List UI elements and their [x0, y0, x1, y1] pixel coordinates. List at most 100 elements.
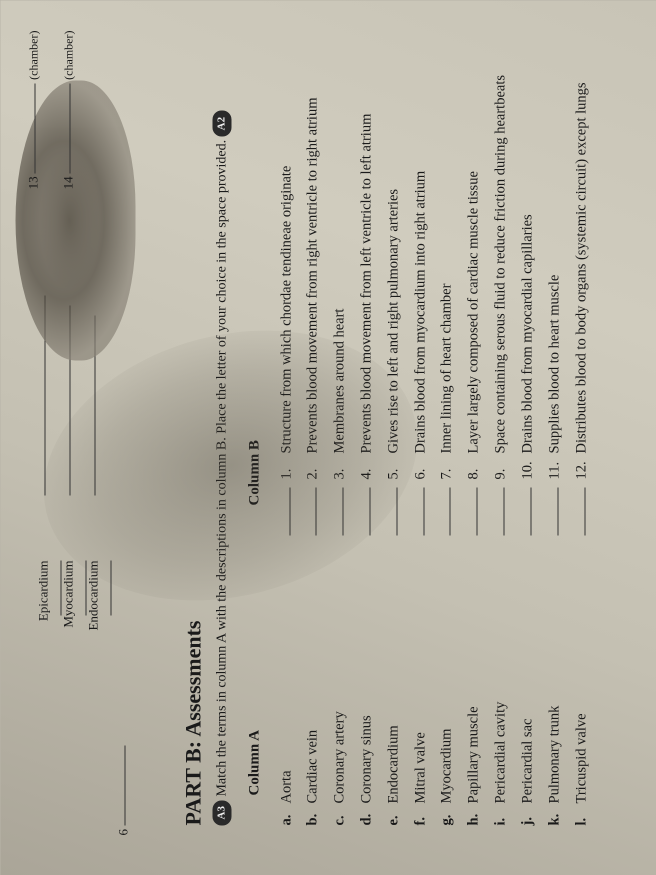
- column-a-list: a.Aortab.Cardiac veinc.Coronary arteryd.…: [273, 565, 595, 825]
- column-a-item: a.Aorta: [273, 565, 300, 825]
- item-letter: i.: [487, 803, 514, 825]
- column-a-item: l.Tricuspid valve: [568, 565, 595, 825]
- item-term: Pericardial sac: [514, 718, 541, 803]
- item-description: Distributes blood to body organs (system…: [568, 40, 595, 453]
- item-term: Pulmonary trunk: [541, 705, 568, 803]
- item-description: Prevents blood movement from right ventr…: [299, 40, 326, 453]
- item-number: 3.: [326, 453, 353, 479]
- column-b-list: 1.Structure from which chordae tendineae…: [273, 40, 595, 535]
- item-letter: d.: [353, 803, 380, 825]
- label-14: 14 (chamber): [60, 30, 76, 189]
- item-term: Pericardial cavity: [487, 701, 514, 803]
- badge-a2: A2: [212, 110, 231, 135]
- column-a-item: d.Coronary sinus: [353, 565, 380, 825]
- column-a-item: g.Myocardium: [433, 565, 460, 825]
- item-letter: c.: [326, 803, 353, 825]
- blank-line: [69, 83, 70, 173]
- column-a-item: f.Mitral valve: [407, 565, 434, 825]
- item-description: Inner lining of heart chamber: [433, 40, 460, 453]
- item-term: Aorta: [273, 770, 300, 803]
- item-term: Mitral valve: [407, 732, 434, 803]
- item-letter: f.: [407, 803, 434, 825]
- answer-blank[interactable]: [315, 487, 316, 535]
- column-b-item: 1.Structure from which chordae tendineae…: [273, 40, 300, 535]
- item-letter: g.: [433, 803, 460, 825]
- item-description: Supplies blood to heart muscle: [541, 40, 568, 453]
- column-b-item: 10.Drains blood from myocardial capillar…: [514, 40, 541, 535]
- answer-blank[interactable]: [449, 487, 450, 535]
- label-myocardium-text: Myocardium: [60, 560, 75, 627]
- answer-blank[interactable]: [396, 487, 397, 535]
- column-b-item: 9.Space containing serous fluid to reduc…: [487, 40, 514, 535]
- label-endocardium-text: Endocardium: [85, 560, 100, 630]
- column-b-item: 2.Prevents blood movement from right ven…: [299, 40, 326, 535]
- column-b-item: 12.Distributes blood to body organs (sys…: [568, 40, 595, 535]
- item-description: Gives rise to left and right pulmonary a…: [380, 40, 407, 453]
- column-b-item: 8.Layer largely composed of cardiac musc…: [460, 40, 487, 535]
- item-number: 4.: [353, 453, 380, 479]
- answer-blank[interactable]: [369, 487, 370, 535]
- item-number: 11.: [541, 453, 568, 479]
- answer-blank[interactable]: [557, 487, 558, 535]
- answer-blank[interactable]: [289, 487, 290, 535]
- item-letter: h.: [460, 803, 487, 825]
- item-term: Cardiac vein: [299, 729, 326, 803]
- column-b-item: 11.Supplies blood to heart muscle: [541, 40, 568, 535]
- column-a: Column A a.Aortab.Cardiac veinc.Coronary…: [246, 565, 595, 825]
- blank-line: [34, 83, 35, 173]
- column-b: Column B 1.Structure from which chordae …: [246, 40, 595, 535]
- label-14-note: (chamber): [61, 30, 75, 79]
- column-b-item: 4.Prevents blood movement from left vent…: [353, 40, 380, 535]
- blank-line: [110, 560, 111, 615]
- instructions-text: Match the terms in column A with the des…: [214, 139, 229, 796]
- item-number: 2.: [299, 453, 326, 479]
- heart-diagram-area: 6 Epicardium Myocardium Endocardium 13 (…: [20, 40, 160, 825]
- item-term: Coronary artery: [326, 711, 353, 803]
- item-number: 6.: [407, 453, 434, 479]
- item-letter: k.: [541, 803, 568, 825]
- label-6-num: 6: [115, 829, 130, 836]
- answer-blank[interactable]: [342, 487, 343, 535]
- column-b-item: 3.Membranes around heart: [326, 40, 353, 535]
- label-13-note: (chamber): [26, 30, 40, 79]
- column-b-item: 6.Drains blood from myocardium into righ…: [407, 40, 434, 535]
- label-endocardium: Endocardium: [85, 560, 117, 670]
- item-number: 8.: [460, 453, 487, 479]
- item-letter: l.: [568, 803, 595, 825]
- answer-blank[interactable]: [584, 487, 585, 535]
- column-b-header: Column B: [246, 40, 263, 505]
- item-description: Space containing serous fluid to reduce …: [487, 40, 514, 453]
- item-number: 7.: [433, 453, 460, 479]
- item-description: Prevents blood movement from left ventri…: [353, 40, 380, 453]
- label-13: 13 (chamber): [25, 30, 41, 189]
- item-term: Tricuspid valve: [568, 713, 595, 803]
- column-a-item: e.Endocardium: [380, 565, 407, 825]
- column-b-item: 5.Gives rise to left and right pulmonary…: [380, 40, 407, 535]
- answer-blank[interactable]: [423, 487, 424, 535]
- item-description: Drains blood from myocardial capillaries: [514, 40, 541, 453]
- item-description: Structure from which chordae tendineae o…: [273, 40, 300, 453]
- item-number: 5.: [380, 453, 407, 479]
- column-b-item: 7.Inner lining of heart chamber: [433, 40, 460, 535]
- item-description: Drains blood from myocardium into right …: [407, 40, 434, 453]
- item-term: Papillary muscle: [460, 706, 487, 803]
- part-b-title: PART B: Assessments: [180, 40, 206, 825]
- item-number: 10.: [514, 453, 541, 479]
- item-term: Myocardium: [433, 728, 460, 803]
- answer-blank[interactable]: [530, 487, 531, 535]
- answer-blank[interactable]: [503, 487, 504, 535]
- answer-blank[interactable]: [476, 487, 477, 535]
- label-14-num: 14: [60, 176, 75, 189]
- item-number: 1.: [273, 453, 300, 479]
- item-letter: e.: [380, 803, 407, 825]
- item-number: 9.: [487, 453, 514, 479]
- columns-container: Column A a.Aortab.Cardiac veinc.Coronary…: [246, 40, 595, 825]
- column-a-item: h.Papillary muscle: [460, 565, 487, 825]
- column-a-item: j.Pericardial sac: [514, 565, 541, 825]
- column-a-item: i.Pericardial cavity: [487, 565, 514, 825]
- label-epicardium-text: Epicardium: [35, 560, 50, 621]
- worksheet-page: 6 Epicardium Myocardium Endocardium 13 (…: [0, 0, 656, 875]
- item-number: 12.: [568, 453, 595, 479]
- blank-line: [124, 745, 125, 825]
- label-13-num: 13: [25, 176, 40, 189]
